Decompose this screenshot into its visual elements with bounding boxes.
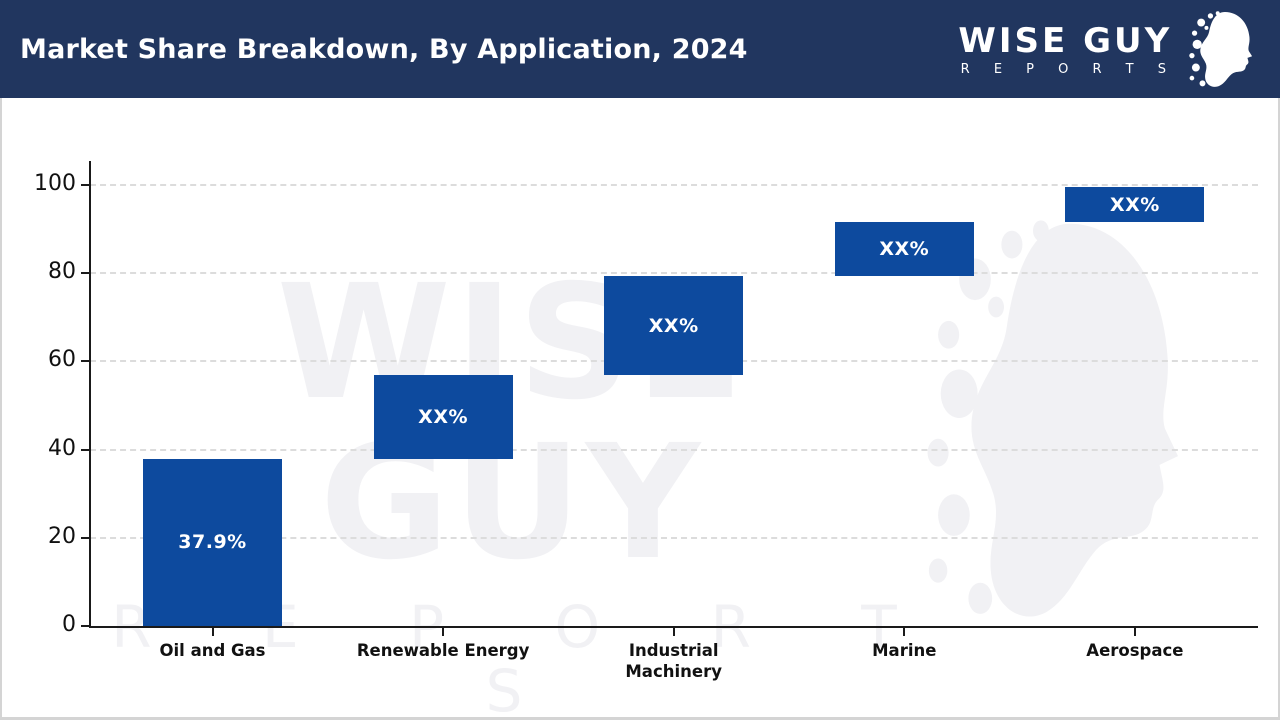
grid-line — [90, 272, 1258, 275]
chart-area: WISE GUY R E P O R T S 0 20 40 60 80 100 37.9%… — [0, 98, 1280, 720]
header: Market Share Breakdown, By Application, … — [0, 0, 1280, 98]
bar-value-label: XX% — [648, 314, 699, 337]
logo-head-icon — [1189, 11, 1253, 87]
y-tick-mark — [81, 448, 89, 451]
y-tick-label: 40 — [48, 435, 76, 461]
x-tick-mark — [903, 628, 906, 636]
logo-wordmark-line1: WISE GUY — [958, 20, 1173, 61]
x-tick-mark — [442, 628, 445, 636]
bar-value-label: XX% — [879, 238, 930, 261]
grid-line — [90, 536, 1258, 539]
y-axis-line — [89, 161, 91, 628]
y-tick-mark — [81, 184, 89, 186]
x-category-label: Oil and Gas — [159, 641, 266, 660]
x-tick-mark — [672, 628, 675, 636]
bar-value-label: 37.9% — [178, 531, 247, 554]
waterfall-bar: XX% — [834, 222, 974, 277]
y-tick-label: 80 — [48, 259, 76, 285]
y-tick-mark — [81, 625, 89, 627]
y-tick-mark — [81, 536, 89, 539]
waterfall-bar: XX% — [604, 276, 744, 376]
x-tick-mark — [1133, 628, 1136, 636]
y-tick-mark — [81, 272, 89, 275]
x-category-label: Marine — [872, 641, 937, 660]
x-category-label: Industrial Machinery — [625, 641, 722, 681]
y-tick-mark — [81, 360, 89, 363]
bar-value-label: XX% — [1109, 193, 1160, 216]
x-category-label: Aerospace — [1086, 641, 1184, 660]
x-axis-line — [89, 626, 1258, 628]
y-tick-label: 20 — [48, 523, 76, 549]
x-category-label: Renewable Energy — [356, 641, 530, 660]
y-tick-label: 0 — [62, 612, 76, 637]
brand-logo: WISE GUY R E P O R T S — [955, 8, 1266, 90]
waterfall-bar: XX% — [1065, 186, 1205, 223]
y-tick-label: 60 — [48, 347, 76, 373]
bar-value-label: XX% — [418, 405, 469, 428]
waterfall-bar: 37.9% — [143, 458, 282, 626]
logo-wordmark-line2: R E P O R T S — [960, 61, 1176, 77]
logo-wordmark: WISE GUY R E P O R T S — [955, 22, 1176, 77]
y-tick-label: 100 — [34, 171, 76, 196]
waterfall-bar: XX% — [373, 375, 513, 459]
x-tick-mark — [211, 628, 214, 636]
grid-line — [90, 184, 1258, 186]
waterfall-chart: 0 20 40 60 80 100 37.9% Oil and Gas XX% Renewable… — [2, 98, 1278, 717]
page-title: Market Share Breakdown, By Application, … — [20, 33, 748, 65]
grid-line — [90, 448, 1258, 451]
